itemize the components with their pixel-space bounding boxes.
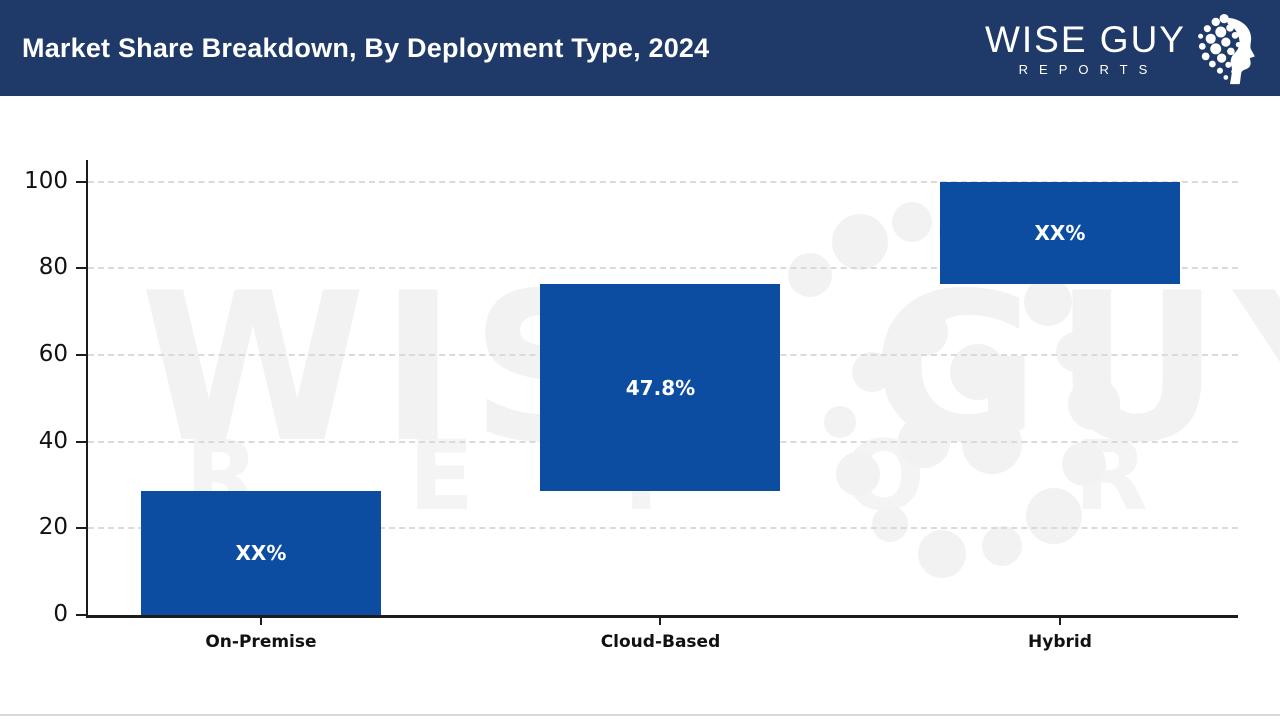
y-axis-tick-label: 80 (38, 254, 68, 281)
bar-value-label: XX% (235, 541, 287, 566)
footer-divider (0, 714, 1280, 716)
bar-value-label: XX% (1034, 220, 1086, 245)
bar-on-premise: XX% (140, 491, 381, 615)
logo-head-icon (1198, 13, 1255, 85)
y-axis-tick-label: 60 (38, 341, 68, 367)
bar-cloud-based: 47.8% (540, 283, 781, 492)
gridline (88, 527, 1238, 530)
x-tick (659, 618, 662, 625)
y-tick (76, 180, 86, 183)
logo-wordmark-line1: WISE GUY (984, 18, 1186, 60)
y-tick (76, 440, 86, 443)
y-axis-tick-label: 100 (24, 167, 68, 194)
gridline (88, 267, 1238, 270)
y-tick (76, 354, 86, 356)
bar-hybrid: XX% (939, 181, 1180, 284)
x-tick (1058, 618, 1061, 625)
x-tick (259, 618, 262, 625)
x-axis-category-label: On-Premise (205, 632, 317, 652)
chart-title: Market Share Breakdown, By Deployment Ty… (22, 32, 710, 63)
y-axis-tick-label: 0 (53, 601, 68, 627)
y-axis-tick-label: 40 (38, 427, 68, 454)
header-bar: Market Share Breakdown, By Deployment Ty… (0, 0, 1280, 96)
x-axis-category-label: Hybrid (1028, 632, 1092, 652)
gridline (88, 180, 1238, 183)
bar-value-label: 47.8% (625, 375, 696, 400)
logo-wordmark: WISE GUY REPORTS (985, 21, 1186, 76)
y-tick (76, 527, 86, 530)
x-axis-category-label: Cloud-Based (600, 632, 721, 652)
wise-guy-logo: WISE GUY REPORTS (985, 11, 1258, 85)
y-axis-tick-label: 20 (38, 514, 68, 541)
logo-wordmark-line2: REPORTS (1018, 61, 1159, 77)
y-tick (76, 267, 86, 270)
plot-area: 0 20 40 60 80 100 XX% On-Premise 47.8% Cloud-Base… (24, 160, 1238, 652)
y-tick (76, 614, 86, 616)
